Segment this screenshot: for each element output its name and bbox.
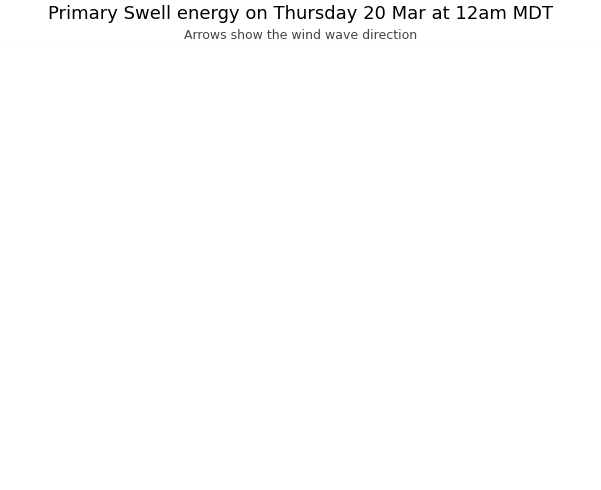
Text: Cartopy required: Cartopy required	[218, 258, 383, 277]
Text: Arrows show the wind wave direction: Arrows show the wind wave direction	[184, 28, 417, 42]
Text: Primary Swell energy on Thursday 20 Mar at 12am MDT: Primary Swell energy on Thursday 20 Mar …	[48, 5, 553, 24]
